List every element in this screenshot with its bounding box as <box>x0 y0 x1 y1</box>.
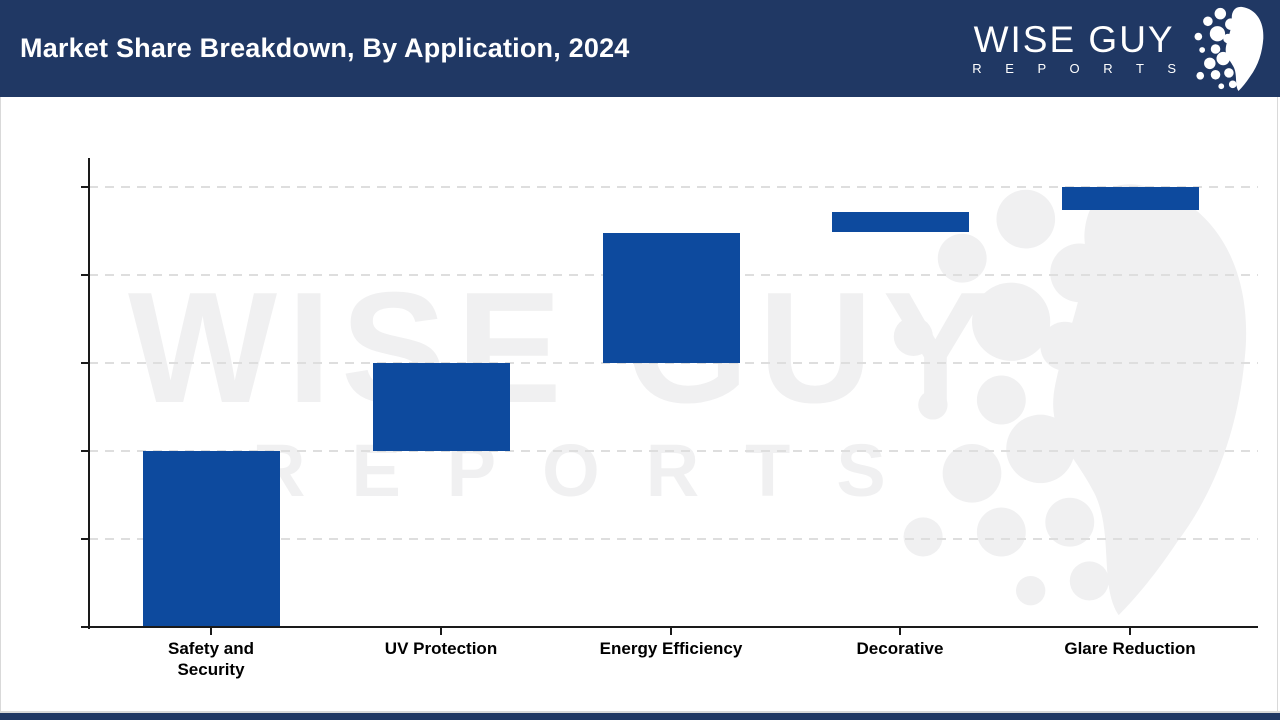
x-axis-tick <box>440 627 442 635</box>
x-axis-label: Energy Efficiency <box>599 639 743 658</box>
x-axis-label: Glare Reduction <box>1064 639 1196 658</box>
x-axis-tick <box>210 627 212 635</box>
bar <box>602 233 740 363</box>
gridline <box>89 186 1258 188</box>
bar <box>831 211 969 232</box>
bar <box>142 451 280 627</box>
gridline <box>89 362 1258 364</box>
footer-bar <box>0 713 1280 720</box>
page-title: Market Share Breakdown, By Application, … <box>20 33 630 63</box>
x-axis-label: Safety and Security <box>168 639 254 680</box>
logo-wordmark: WISE GUY <box>973 19 1175 60</box>
x-axis-label: Decorative <box>856 639 944 658</box>
y-axis-tick <box>81 274 89 276</box>
gridline <box>89 450 1258 452</box>
x-axis-tick <box>1129 627 1131 635</box>
y-axis-tick <box>81 186 89 188</box>
footer-divider <box>0 711 1280 713</box>
y-axis-line <box>88 158 90 629</box>
header-bar: Market Share Breakdown, By Application, … <box>0 0 1280 97</box>
logo-subtitle: R E P O R T S <box>972 61 1186 76</box>
logo-face-icon <box>1194 6 1264 91</box>
y-axis-tick <box>81 362 89 364</box>
bar <box>372 363 510 451</box>
plot-area: Safety and Security UV Protection Energy Ef… <box>0 97 1280 713</box>
wise-guy-logo: WISE GUY R E P O R T S <box>962 6 1280 92</box>
y-axis-tick <box>81 538 89 540</box>
x-axis-line <box>88 626 1258 628</box>
y-axis-tick <box>81 450 89 452</box>
x-axis-tick <box>670 627 672 635</box>
logo-text: WISE GUY R E P O R T S <box>962 21 1186 76</box>
x-axis-label: UV Protection <box>384 639 498 658</box>
gridline <box>89 538 1258 540</box>
y-axis-tick <box>81 626 89 628</box>
x-axis-tick <box>899 627 901 635</box>
bar <box>1061 187 1199 210</box>
